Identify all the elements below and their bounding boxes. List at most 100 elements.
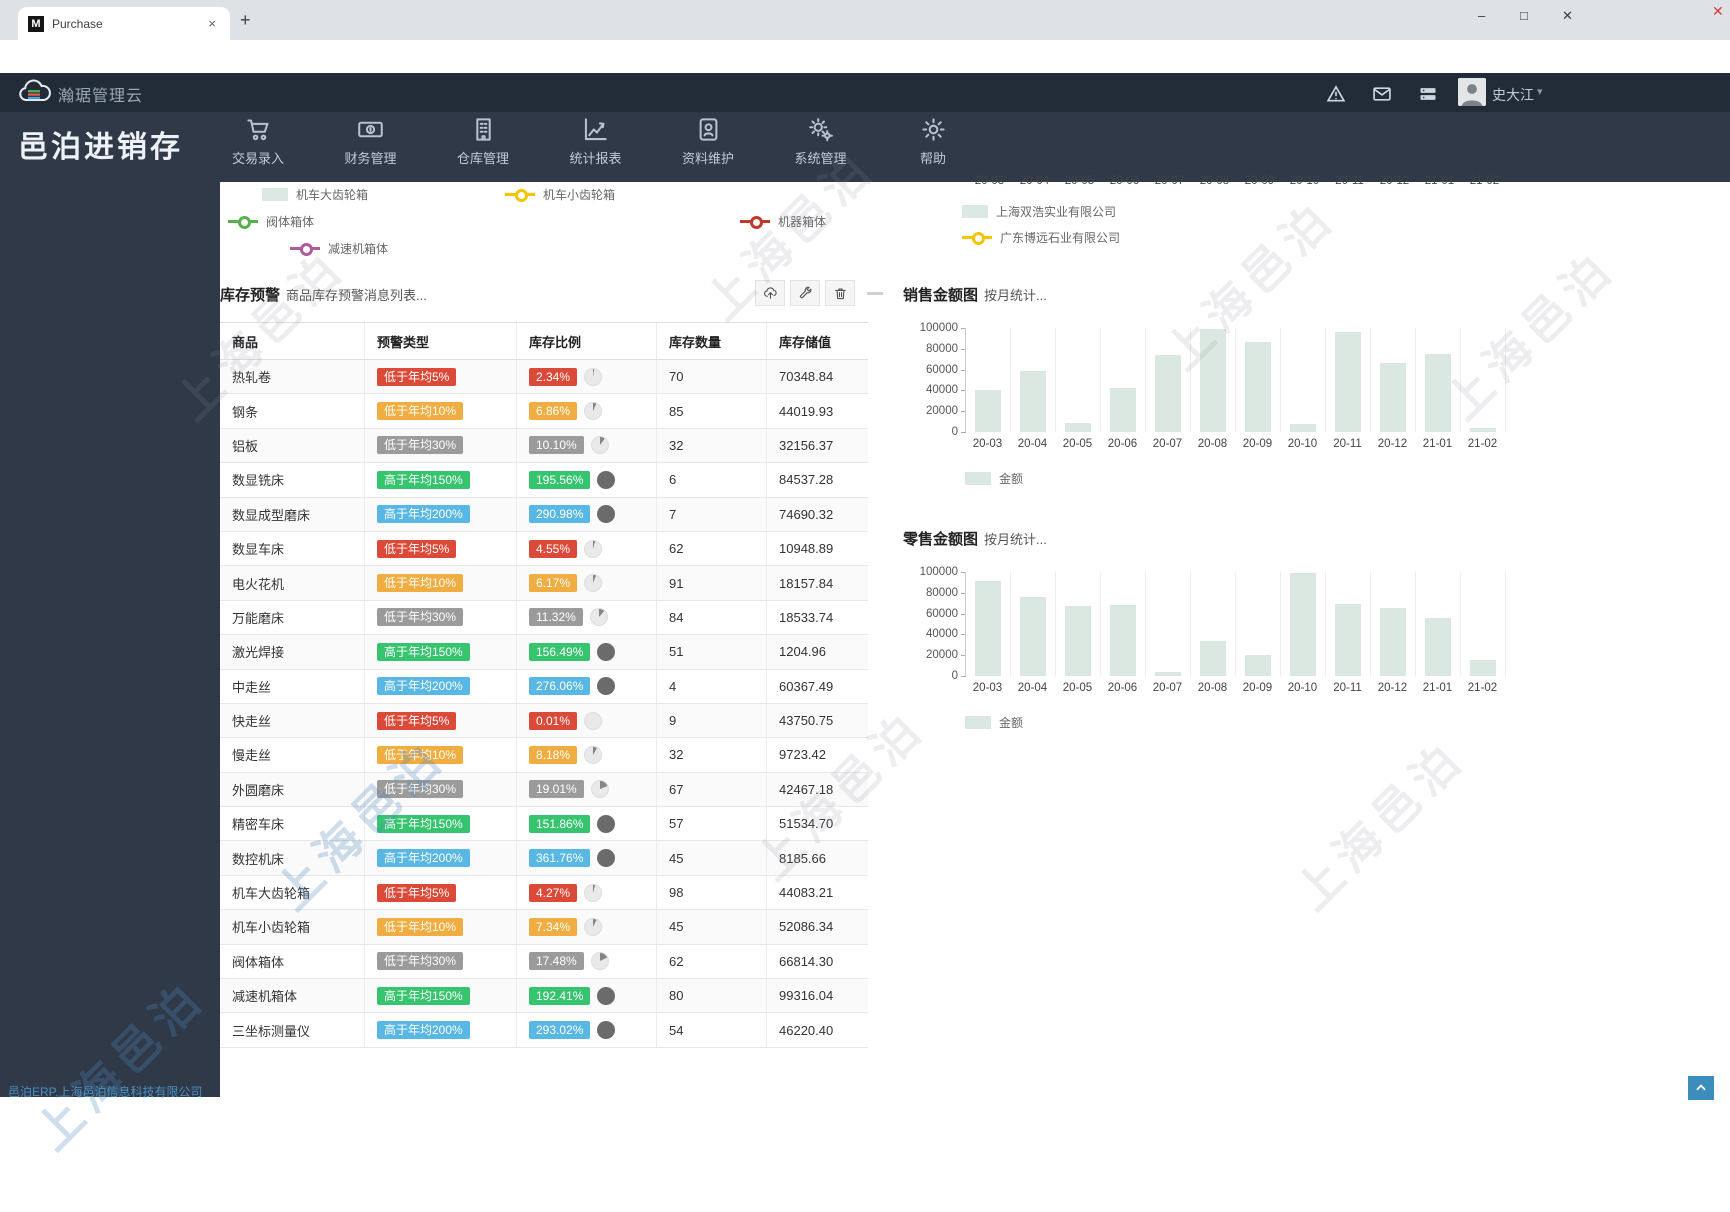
table-row[interactable]: 外圆磨床 低于年均30% 19.01% 67 42467.18 — [220, 772, 868, 808]
x-tick-label: 20-09 — [1242, 438, 1273, 450]
chart-slot-20-12 — [1371, 328, 1416, 432]
qty-cell: 70 — [657, 360, 767, 394]
legend-item[interactable]: 阀体箱体 — [228, 213, 314, 229]
table-row[interactable]: 减速机箱体 高于年均150% 192.41% 80 99316.04 — [220, 979, 868, 1014]
nav-item-warehouse[interactable]: 仓库管理 — [427, 116, 539, 178]
value-cell: 84537.28 — [779, 472, 834, 488]
tab-close-icon[interactable]: × — [208, 16, 216, 31]
table-row[interactable]: 万能磨床 低于年均30% 11.32% 84 18533.74 — [220, 600, 868, 636]
nav-item-help[interactable]: 帮助 — [877, 116, 989, 178]
table-row[interactable]: 精密车床 高于年均150% 151.86% 57 51534.70 — [220, 807, 868, 842]
ratio-pie-icon — [584, 883, 603, 902]
window-close-button[interactable]: ✕ — [1562, 8, 1573, 23]
legend-item[interactable]: 机车小齿轮箱 — [505, 186, 615, 202]
gears-icon — [807, 116, 834, 143]
nav-item-label: 帮助 — [919, 151, 946, 166]
mail-icon[interactable] — [1372, 84, 1392, 104]
legend-item[interactable]: 广东博远石业有限公司 — [962, 229, 1120, 245]
table-row[interactable]: 数显车床 低于年均5% 4.55% 62 10948.89 — [220, 531, 868, 567]
window-minimize-button[interactable]: – — [1478, 8, 1486, 23]
x-tick-label: 21-02 — [1467, 682, 1498, 694]
bar-20-05 — [1065, 422, 1091, 432]
product-cell: 数显成型磨床 — [220, 497, 365, 531]
server-icon[interactable] — [1418, 84, 1438, 104]
table-row[interactable]: 铝板 低于年均30% 10.10% 32 32156.37 — [220, 428, 868, 464]
table-row[interactable]: 快走丝 低于年均5% 0.01% 9 43750.75 — [220, 703, 868, 739]
table-row[interactable]: 中走丝 高于年均200% 276.06% 4 60367.49 — [220, 669, 868, 704]
corner-close-button[interactable]: ✕ — [1712, 3, 1724, 19]
qty-cell: 45 — [657, 910, 767, 944]
cart-icon — [245, 116, 272, 143]
warn-type-badge: 高于年均200% — [377, 677, 470, 696]
nav-item-system[interactable]: 系统管理 — [765, 116, 877, 178]
y-tick-label: 80000 — [926, 586, 958, 599]
value-cell: 99316.04 — [779, 988, 834, 1004]
warn-type-cell: 高于年均150% — [365, 463, 517, 497]
bar-21-01 — [1425, 354, 1451, 432]
sales-title: 销售金额图 — [903, 287, 979, 304]
chart-legend[interactable]: 金额 — [965, 714, 1023, 731]
column-header: 商品 — [220, 323, 365, 359]
table-row[interactable]: 激光焊接 高于年均150% 156.49% 51 1204.96 — [220, 635, 868, 670]
nav-item-data-maintain[interactable]: 资料维护 — [652, 116, 764, 178]
bar-20-12 — [1380, 363, 1406, 432]
bar-21-02 — [1470, 427, 1496, 432]
value-cell: 44083.21 — [779, 885, 834, 901]
warn-type-badge: 低于年均30% — [377, 780, 464, 799]
legend-item[interactable]: 机器箱体 — [740, 213, 826, 229]
legend-item[interactable]: 机车大齿轮箱 — [262, 186, 368, 202]
y-tick-mark — [961, 634, 966, 636]
table-row[interactable]: 数显成型磨床 高于年均200% 290.98% 7 74690.32 — [220, 497, 868, 532]
user-name[interactable]: 史大江 — [1492, 87, 1534, 103]
chart-legend[interactable]: 金额 — [965, 470, 1023, 487]
legend-item[interactable]: 上海双浩实业有限公司 — [962, 203, 1116, 219]
ratio-pie-icon — [590, 436, 609, 455]
value-cell: 18533.74 — [779, 609, 834, 625]
qty-cell: 51 — [657, 635, 767, 669]
user-avatar[interactable] — [1458, 78, 1486, 106]
table-row[interactable]: 电火花机 低于年均10% 6.17% 91 18157.84 — [220, 566, 868, 601]
qty-cell: 45 — [657, 841, 767, 875]
chart-slot-20-07 — [1146, 328, 1191, 432]
table-row[interactable]: 机车小齿轮箱 低于年均10% 7.34% 45 52086.34 — [220, 910, 868, 945]
new-tab-button[interactable]: + — [240, 10, 251, 30]
table-row[interactable]: 慢走丝 低于年均10% 8.18% 32 9723.42 — [220, 738, 868, 773]
table-row[interactable]: 数控机床 高于年均200% 361.76% 45 8185.66 — [220, 841, 868, 876]
x-tick-label: 20-06 — [1109, 175, 1140, 187]
qty-cell: 9 — [657, 703, 767, 738]
scroll-top-button[interactable] — [1688, 1076, 1714, 1100]
table-row[interactable]: 热轧卷 低于年均5% 2.34% 70 70348.84 — [220, 360, 868, 395]
window-maximize-button[interactable]: □ — [1520, 8, 1528, 23]
x-tick-label: 20-05 — [1062, 682, 1093, 694]
chart-slot-20-03 — [966, 328, 1011, 432]
nav-item-trade-entry[interactable]: 交易录入 — [202, 116, 314, 178]
chart-slot-21-01 — [1416, 328, 1461, 432]
legend-item[interactable]: 减速机箱体 — [290, 240, 388, 256]
value-cell: 43750.75 — [779, 713, 834, 729]
ratio-pie-icon — [589, 608, 608, 627]
table-row[interactable]: 机车大齿轮箱 低于年均5% 4.27% 98 44083.21 — [220, 875, 868, 911]
table-row[interactable]: 钢条 低于年均10% 6.86% 85 44019.93 — [220, 394, 868, 429]
wrench-button[interactable] — [790, 280, 820, 306]
bar-21-02 — [1470, 660, 1496, 676]
table-row[interactable]: 数显铣床 高于年均150% 195.56% 6 84537.28 — [220, 463, 868, 498]
warn-type-badge: 低于年均5% — [377, 367, 457, 386]
chevron-down-icon[interactable]: ▾ — [1537, 86, 1543, 98]
collapse-panel-handle[interactable] — [867, 291, 883, 295]
ratio-badge: 361.76% — [529, 849, 591, 868]
bar-20-06 — [1110, 388, 1136, 432]
building-icon — [470, 116, 497, 143]
trash-button[interactable] — [825, 280, 855, 306]
cloud-upload-button[interactable] — [755, 280, 785, 306]
alert-triangle-icon[interactable] — [1326, 84, 1346, 104]
nav-item-reports[interactable]: 统计报表 — [540, 116, 652, 178]
y-tick-label: 60000 — [926, 363, 958, 376]
nav-item-finance[interactable]: 财务管理 — [315, 116, 427, 178]
table-row[interactable]: 阀体箱体 低于年均30% 17.48% 62 66814.30 — [220, 944, 868, 980]
x-tick-label: 20-10 — [1289, 175, 1320, 187]
warn-type-cell: 低于年均5% — [365, 703, 517, 738]
table-row[interactable]: 三坐标测量仪 高于年均200% 293.02% 54 46220.40 — [220, 1013, 868, 1048]
browser-tab[interactable]: M Purchase × — [18, 7, 230, 40]
bar-20-04 — [1020, 597, 1046, 676]
warn-type-cell: 低于年均5% — [365, 360, 517, 394]
